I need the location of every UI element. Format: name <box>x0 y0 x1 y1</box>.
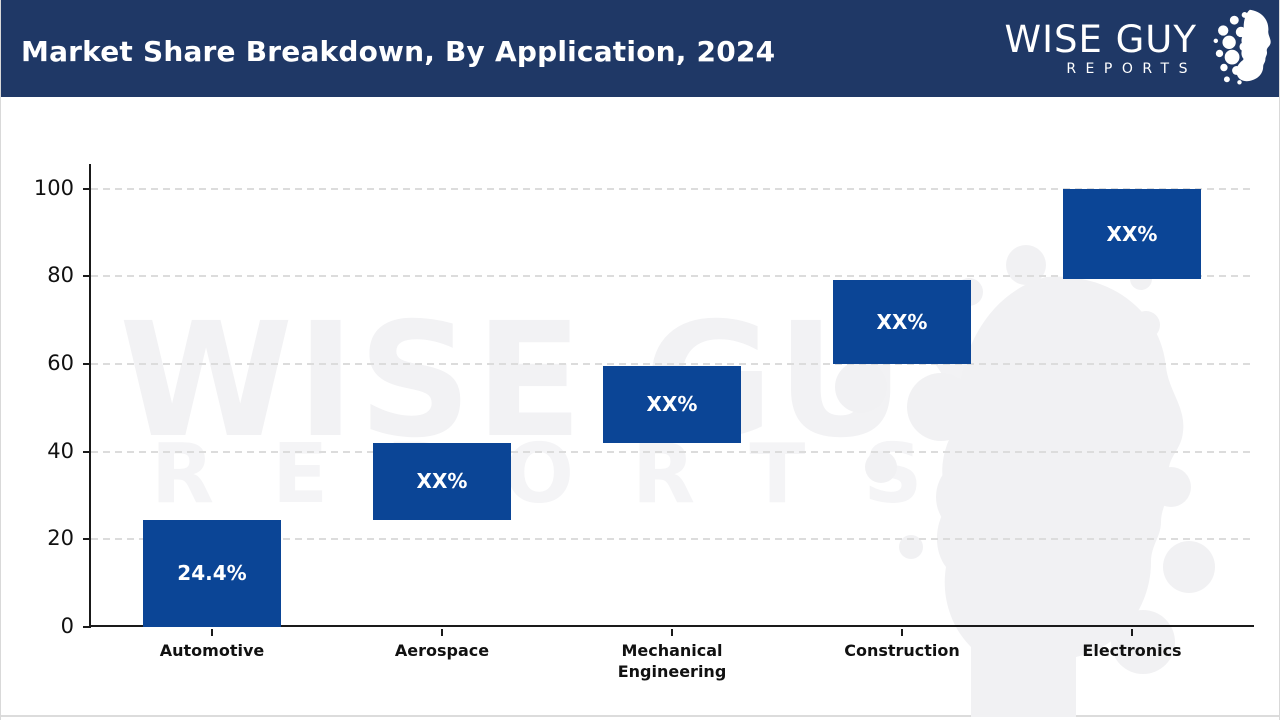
bar-construction: XX% <box>833 280 971 364</box>
bar-value-label: XX% <box>416 469 468 494</box>
y-tick-mark-0 <box>83 626 91 628</box>
x-tick-mark-2 <box>441 629 443 636</box>
watermark-text-secondary: REPORTS <box>151 427 981 522</box>
bar-mechanical-engineering: XX% <box>603 366 741 443</box>
gridline-80 <box>91 275 1254 278</box>
x-tick-mark-5 <box>1131 629 1133 636</box>
bar-aerospace: XX% <box>373 442 511 520</box>
x-axis-label-2: Aerospace <box>394 641 490 660</box>
x-axis-label-1: Automotive <box>159 641 265 660</box>
bar-value-label: XX% <box>1106 221 1158 246</box>
bottom-divider <box>1 715 1279 717</box>
logo-wordmark-line2: REPORTS <box>1066 61 1197 77</box>
y-tick-label-0: 0 <box>60 614 74 638</box>
y-tick-label-40: 40 <box>47 438 74 463</box>
y-tick-label-60: 60 <box>47 350 74 375</box>
chart-area: WISE GUY REPORTS 0 20 40 60 80 100 24.4% XX% XX… <box>1 97 1279 717</box>
y-tick-mark-40 <box>83 450 91 453</box>
y-tick-label-100: 100 <box>33 175 74 200</box>
x-axis-label-3: Mechanical Engineering <box>617 641 727 681</box>
y-tick-label-80: 80 <box>47 263 74 288</box>
gridline-20 <box>91 538 1254 541</box>
watermark-head-icon <box>835 241 1215 717</box>
x-axis-line <box>89 625 1254 627</box>
chart-title: Market Share Breakdown, By Application, … <box>21 35 776 68</box>
y-tick-label-20: 20 <box>47 526 74 551</box>
y-axis-line <box>89 164 91 626</box>
x-tick-mark-1 <box>211 629 213 636</box>
x-axis-label-4: Construction <box>844 641 960 660</box>
x-axis-label-5: Electronics <box>1082 641 1182 660</box>
logo-head-icon <box>1213 9 1271 85</box>
gridline-40 <box>91 450 1254 453</box>
wiseguy-logo: WISE GUY REPORTS <box>1005 0 1275 97</box>
gridline-100 <box>91 187 1254 190</box>
x-tick-mark-3 <box>671 629 673 636</box>
bar-value-label: 24.4% <box>177 561 247 586</box>
y-tick-mark-20 <box>83 538 91 541</box>
logo-wordmark-line1: WISE GUY <box>1004 18 1197 61</box>
bar-electronics: XX% <box>1063 188 1201 279</box>
bar-automotive: 24.4% <box>143 520 281 627</box>
y-tick-mark-100 <box>83 187 91 190</box>
header-bar: Market Share Breakdown, By Application, … <box>1 0 1279 97</box>
y-tick-mark-60 <box>83 362 91 365</box>
y-tick-mark-80 <box>83 275 91 278</box>
bar-value-label: XX% <box>876 310 928 335</box>
x-tick-mark-4 <box>901 629 903 636</box>
bar-value-label: XX% <box>646 392 698 417</box>
gridline-60 <box>91 362 1254 365</box>
logo-wordmark: WISE GUY REPORTS <box>1005 21 1197 76</box>
